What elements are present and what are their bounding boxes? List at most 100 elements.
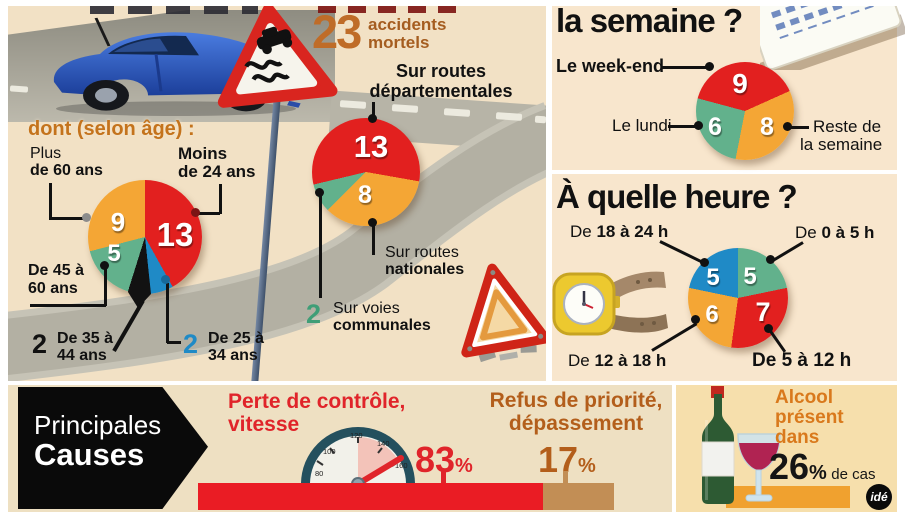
week-rest-label-1: Reste de — [813, 117, 882, 136]
age-moins24-label-2: de 24 ans — [178, 162, 256, 181]
wristwatch-icon — [552, 271, 668, 336]
week-pie-value-weekend: 9 — [732, 68, 748, 99]
callout-line — [319, 196, 322, 298]
callout-dot — [368, 218, 377, 227]
routes-dep-label-1: Sur routes — [395, 61, 487, 81]
hours-1824-label: De 18 à 24 h — [570, 223, 668, 241]
routes-nat-label-1: Sur routes — [385, 244, 459, 261]
callout-dot — [191, 208, 200, 217]
age-plus60-label-2: de 60 ans — [30, 162, 103, 179]
callout-line — [167, 341, 181, 344]
age-pie-value-moins24: 13 — [156, 216, 194, 253]
cause1-label-1: Perte de contrôle, — [228, 390, 406, 413]
callout-dot — [161, 275, 170, 284]
week-title: la semaine ? — [556, 2, 743, 39]
callout-line — [662, 66, 708, 69]
left-panel: 23 accidents mortels Sur routes départem… — [8, 6, 546, 381]
callout-dot — [783, 122, 792, 131]
gauge-label: 160 — [395, 461, 408, 470]
safety-triangle-icon — [461, 263, 546, 363]
routes-nat-label-2: nationales — [385, 261, 465, 278]
callout-line — [219, 184, 222, 214]
hours-512-pre: De — [752, 350, 777, 371]
callout-dot — [100, 261, 109, 270]
causes-bar — [198, 483, 614, 510]
hours-05-pre: De — [795, 223, 817, 242]
cause2-percent: 17% — [538, 441, 596, 478]
callout-dot — [766, 255, 775, 264]
callout-dot — [700, 258, 709, 267]
age-pie-value-4560: 5 — [107, 240, 121, 267]
hours-1218-label: De 12 à 18 h — [568, 352, 666, 370]
callout-line — [30, 304, 106, 307]
hours-1218-main: 12 à 18 h — [594, 351, 667, 370]
callout-dot — [82, 213, 91, 222]
cause1-label-2: vitesse — [228, 413, 300, 436]
wine-bottle-and-glass-icon — [701, 386, 781, 504]
callout-line — [49, 217, 85, 220]
callout-dot — [315, 188, 324, 197]
age-pie-value-plus60: 9 — [110, 207, 126, 237]
routes-com-label-2: communales — [333, 317, 431, 334]
gauge-label: 120 — [350, 431, 363, 440]
alcohol-value: 26 — [769, 446, 810, 487]
cause2-label-2: dépassement — [508, 412, 644, 435]
lane-dash — [534, 115, 546, 124]
hours-512-label: De 5 à 12 h — [752, 351, 851, 371]
hours-05-label: De 0 à 5 h — [795, 224, 874, 242]
hours-pie-value-05: 5 — [743, 263, 757, 290]
hours-1824-pre: De — [570, 222, 592, 241]
alcohol-label-2: présent — [775, 407, 844, 428]
routes-com-label-1: Sur voies — [333, 300, 400, 317]
bar-tick-red — [441, 471, 446, 483]
calendar-icon — [760, 6, 905, 70]
routes-pie-chart — [312, 118, 420, 226]
age-4560-label-2: 60 ans — [28, 280, 78, 297]
alcohol-label-3: dans — [775, 427, 820, 448]
age-3544-label-1: De 35 à — [57, 330, 114, 347]
causes-heading-1: Principales — [34, 410, 162, 440]
causes-heading-2: Causes — [34, 437, 145, 472]
cause2-value: 17 — [538, 439, 579, 480]
callout-dot — [705, 62, 714, 71]
routes-com-value: 2 — [306, 299, 322, 329]
accidents-count: 23 — [312, 6, 362, 58]
callout-dot — [764, 324, 773, 333]
age-plus60-label-1: Plus — [30, 145, 62, 162]
speedometer-icon: 80 100 120 140 160 — [301, 427, 415, 483]
causes-bar-red — [198, 483, 544, 510]
week-pie-chart — [696, 62, 794, 160]
hours-05-main: 0 à 5 h — [821, 223, 875, 242]
week-weekend-label: Le week-end — [556, 56, 665, 76]
ide-logo: idé — [866, 484, 892, 510]
gauge-label: 140 — [377, 439, 390, 448]
hours-1218-pre: De — [568, 351, 590, 370]
age-moins24-label-1: Moins — [178, 144, 228, 163]
callout-dot — [691, 315, 700, 324]
callout-line — [198, 212, 220, 215]
accidents-label-1: accidents — [368, 15, 447, 34]
callout-line — [668, 125, 698, 128]
week-rest-label-2: la semaine — [800, 135, 883, 154]
curved-road — [8, 102, 546, 381]
slippery-road-sign-icon — [217, 6, 338, 108]
gauge-label: 100 — [323, 447, 336, 456]
cause1-value: 83 — [415, 439, 456, 480]
age-2534-label-1: De 25 à — [208, 330, 265, 347]
alcohol-percent-sign: % — [809, 462, 827, 484]
callout-dot — [368, 114, 377, 123]
lane-dash — [9, 85, 29, 93]
callout-dot — [694, 121, 703, 130]
age-2534-value: 2 — [183, 329, 199, 359]
alcohol-label-1: Alcool — [775, 387, 834, 408]
cropped-text-fragments — [90, 6, 258, 14]
callout-line — [791, 126, 809, 129]
hours-pie-value-1824: 5 — [706, 264, 720, 291]
accidents-label-2: mortels — [368, 33, 430, 52]
callout-line — [372, 225, 375, 255]
hours-pie-value-1218: 6 — [705, 301, 719, 328]
age-4560-label-1: De 45 à — [28, 262, 85, 279]
cropped-text-fragments — [318, 6, 464, 13]
week-pie-value-monday: 6 — [708, 113, 722, 141]
